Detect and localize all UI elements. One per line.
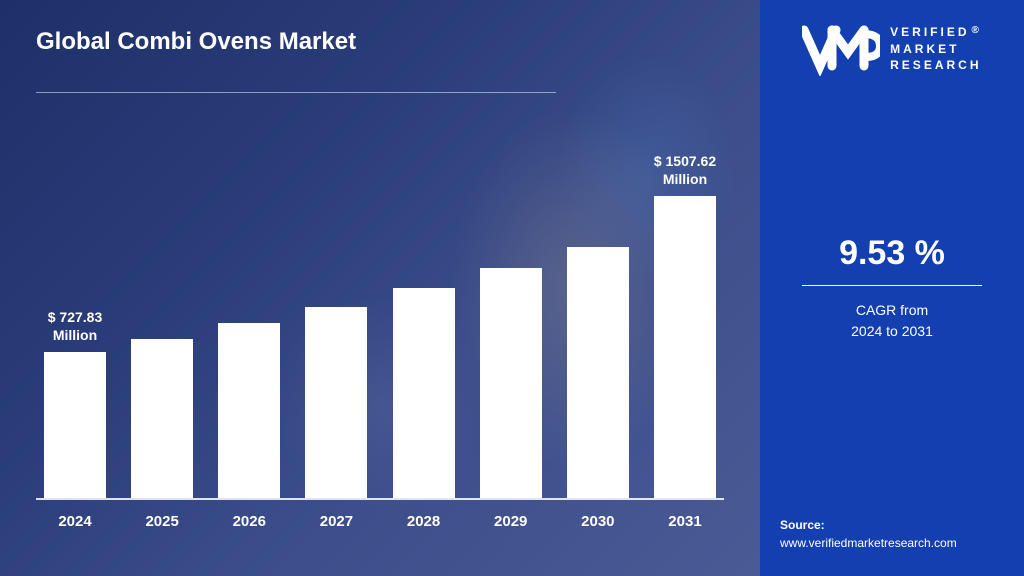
bar-column: $ 1507.62Million bbox=[654, 196, 716, 498]
brand-line1: VERIFIED bbox=[890, 25, 969, 39]
x-axis-label: 2024 bbox=[44, 513, 106, 530]
x-axis-label: 2031 bbox=[654, 513, 716, 530]
bars-container: $ 727.83Million $ 1507.62Million bbox=[36, 160, 724, 500]
bar-column bbox=[393, 288, 455, 498]
bar bbox=[480, 268, 542, 498]
registered-icon: ® bbox=[971, 25, 981, 36]
bar bbox=[218, 323, 280, 498]
bar-column bbox=[131, 339, 193, 498]
source-citation: Source: www.verifiedmarketresearch.com bbox=[780, 516, 957, 552]
x-axis-label: 2029 bbox=[480, 513, 542, 530]
cagr-underline bbox=[802, 285, 982, 286]
brand-line2: MARKET bbox=[890, 41, 982, 58]
brand-logo: VERIFIED® MARKET RESEARCH bbox=[760, 22, 1024, 76]
source-label: Source: bbox=[780, 516, 957, 534]
chart-title: Global Combi Ovens Market bbox=[36, 28, 356, 56]
bar-value-label: $ 727.83Million bbox=[25, 308, 125, 344]
bar bbox=[305, 307, 367, 498]
brand-line3: RESEARCH bbox=[890, 57, 982, 74]
bar bbox=[393, 288, 455, 498]
x-axis-label: 2025 bbox=[131, 513, 193, 530]
bar-column bbox=[567, 247, 629, 498]
vmr-logo-icon bbox=[802, 22, 880, 76]
bar bbox=[567, 247, 629, 498]
x-axis-label: 2030 bbox=[567, 513, 629, 530]
bar bbox=[654, 196, 716, 498]
bar-column: $ 727.83Million bbox=[44, 352, 106, 498]
bar bbox=[44, 352, 106, 498]
x-axis-label: 2028 bbox=[393, 513, 455, 530]
bar-value-label: $ 1507.62Million bbox=[635, 152, 735, 188]
title-underline bbox=[36, 92, 556, 93]
brand-text: VERIFIED® MARKET RESEARCH bbox=[890, 24, 982, 74]
cagr-caption-line2: 2024 to 2031 bbox=[851, 323, 933, 339]
bar-column bbox=[305, 307, 367, 498]
bar-column bbox=[480, 268, 542, 498]
x-axis-labels: 2024 2025 2026 2027 2028 2029 2030 2031 bbox=[36, 513, 724, 530]
x-axis-label: 2027 bbox=[305, 513, 367, 530]
x-axis-label: 2026 bbox=[218, 513, 280, 530]
bar-column bbox=[218, 323, 280, 498]
chart-panel: Global Combi Ovens Market $ 727.83Millio… bbox=[0, 0, 760, 576]
bar bbox=[131, 339, 193, 498]
cagr-caption-line1: CAGR from bbox=[856, 302, 928, 318]
bar-chart: $ 727.83Million $ 1507.62Million 2024 2025… bbox=[36, 136, 724, 536]
info-panel: VERIFIED® MARKET RESEARCH 9.53 % CAGR fr… bbox=[760, 0, 1024, 576]
cagr-block: 9.53 % CAGR from 2024 to 2031 bbox=[792, 234, 992, 342]
cagr-value: 9.53 % bbox=[792, 234, 992, 285]
source-url: www.verifiedmarketresearch.com bbox=[780, 534, 957, 552]
cagr-caption: CAGR from 2024 to 2031 bbox=[792, 300, 992, 342]
